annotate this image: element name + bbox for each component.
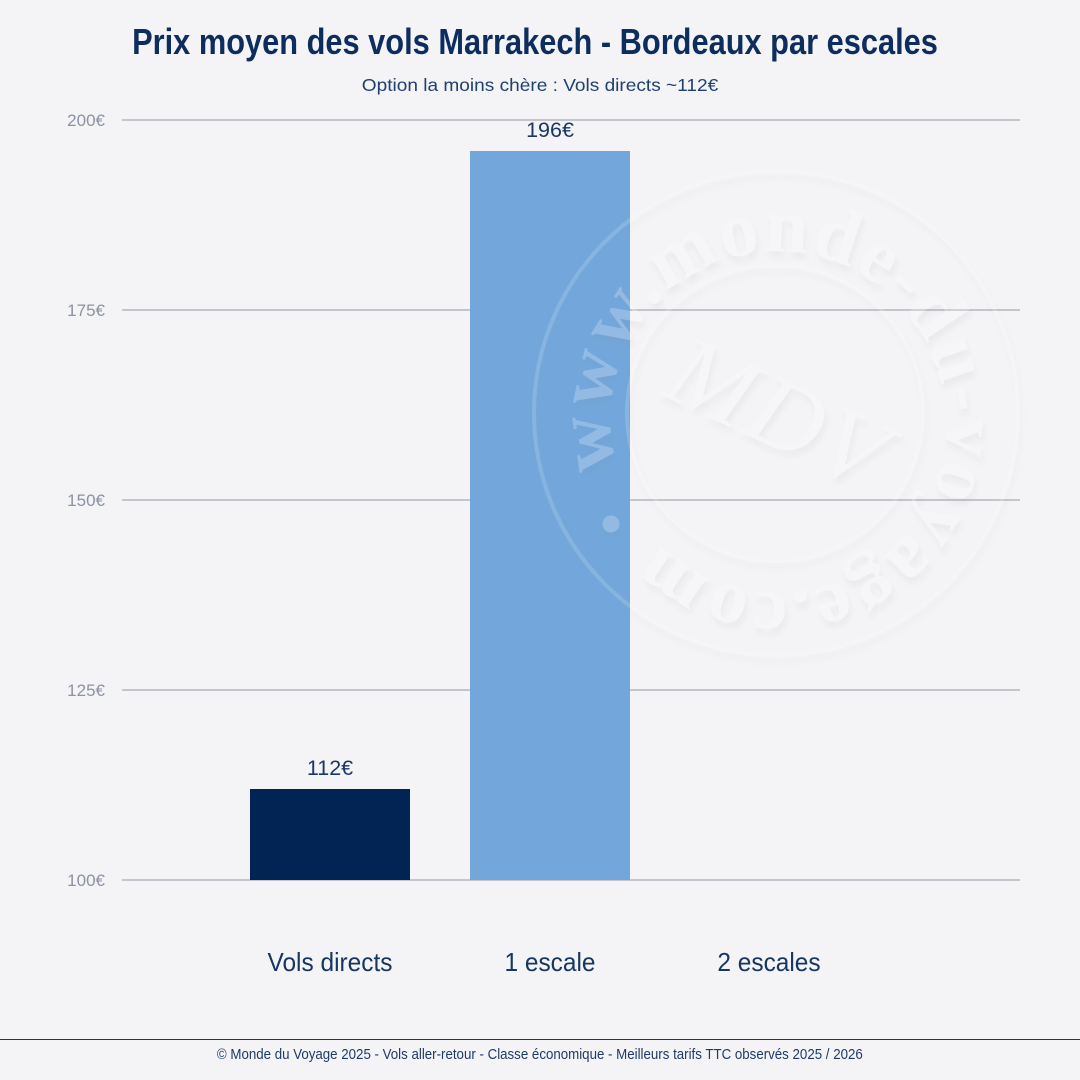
svg-text:MDV: MDV — [649, 312, 913, 515]
